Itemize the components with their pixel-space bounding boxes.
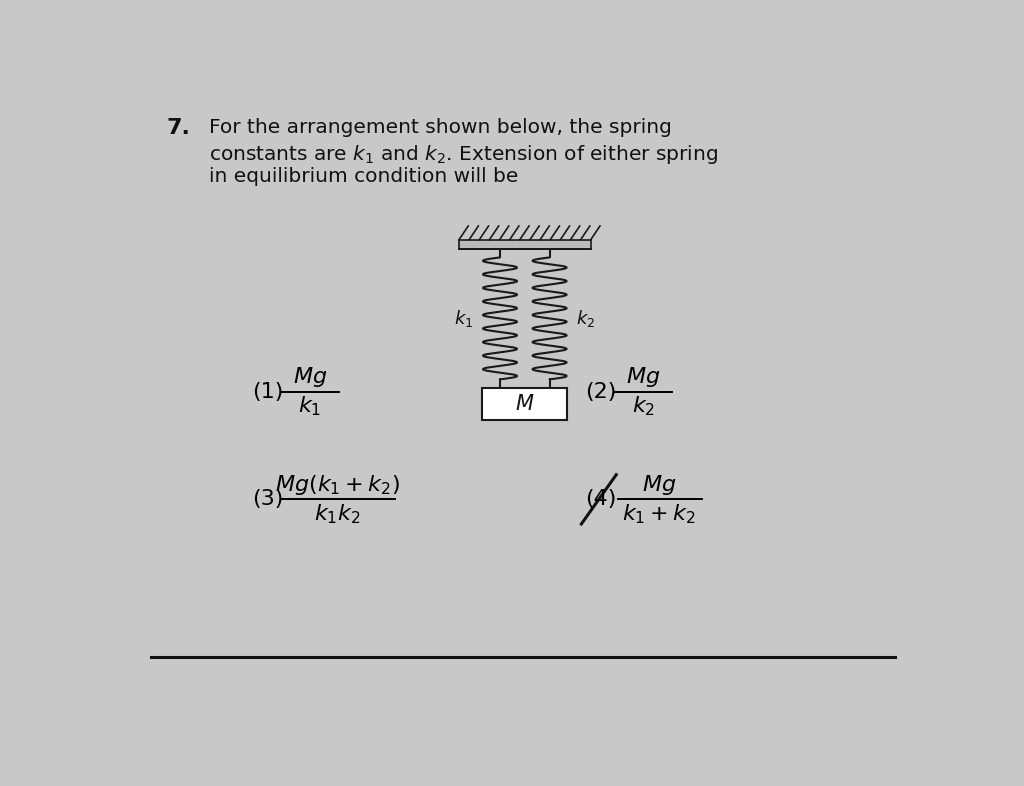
Text: $Mg$: $Mg$ xyxy=(626,365,660,389)
Text: For the arrangement shown below, the spring: For the arrangement shown below, the spr… xyxy=(209,118,672,138)
Text: $k_1$: $k_1$ xyxy=(455,308,474,329)
Text: $k_1 k_2$: $k_1 k_2$ xyxy=(314,502,360,526)
Text: $k_1 + k_2$: $k_1 + k_2$ xyxy=(622,502,695,526)
Text: $Mg(k_1 + k_2)$: $Mg(k_1 + k_2)$ xyxy=(274,472,399,497)
Bar xyxy=(482,387,567,420)
Text: (3): (3) xyxy=(252,490,284,509)
Text: constants are $k_1$ and $k_2$. Extension of either spring: constants are $k_1$ and $k_2$. Extension… xyxy=(209,143,718,166)
Text: in equilibrium condition will be: in equilibrium condition will be xyxy=(209,167,519,186)
Text: $k_1$: $k_1$ xyxy=(298,395,322,418)
Bar xyxy=(459,240,591,249)
Text: $Mg$: $Mg$ xyxy=(293,365,328,389)
Text: 7.: 7. xyxy=(167,118,190,138)
Text: $M$: $M$ xyxy=(515,394,535,414)
Text: (2): (2) xyxy=(586,381,616,402)
Text: $k_2$: $k_2$ xyxy=(632,395,655,418)
Text: $k_2$: $k_2$ xyxy=(575,308,595,329)
Text: (4): (4) xyxy=(586,490,616,509)
Text: (1): (1) xyxy=(252,381,284,402)
Text: $Mg$: $Mg$ xyxy=(642,472,676,497)
